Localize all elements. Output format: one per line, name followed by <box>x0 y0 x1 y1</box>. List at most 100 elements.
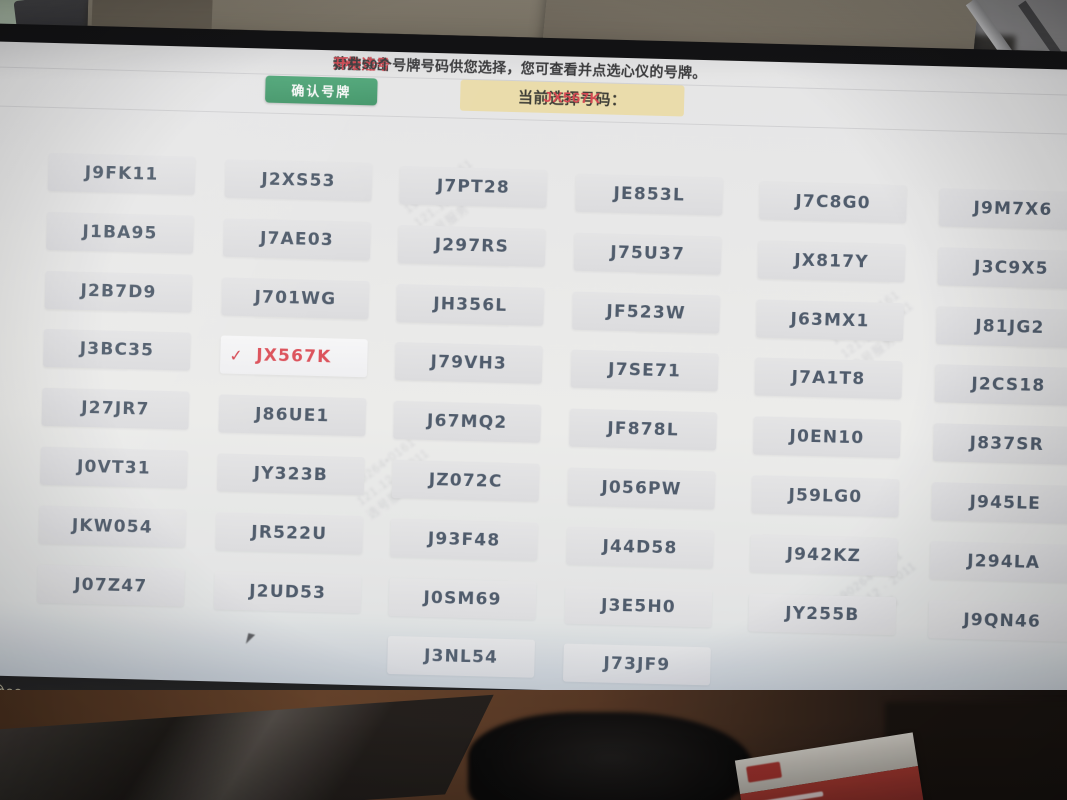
plate-number-label: J3NL54 <box>423 645 499 668</box>
plate-button-J701WG[interactable]: J701WG <box>221 277 370 320</box>
plate-button-J67MQ2[interactable]: J67MQ2 <box>393 401 542 443</box>
plate-button-JY323B[interactable]: JY323B <box>216 453 365 496</box>
plate-button-JKW054[interactable]: JKW054 <box>38 505 187 548</box>
plate-button-J1BA95[interactable]: J1BA95 <box>46 211 195 254</box>
plate-number-label: J701WG <box>254 287 337 310</box>
plate-number-label: J67MQ2 <box>426 410 508 433</box>
plate-grid: J9FK11 J1BA95 J2B7D9 J3BC35 J27JR7 J0VT31 JKW0… <box>0 41 1067 704</box>
product-box-text-line <box>753 790 824 800</box>
plate-number-label: J75U37 <box>610 242 686 265</box>
plate-button-J3E5H0[interactable]: J3E5H0 <box>564 585 713 628</box>
plate-number-label: J27JR7 <box>80 397 150 420</box>
headphones <box>468 712 753 800</box>
plate-button-JY255B[interactable]: JY255B <box>748 593 897 636</box>
plate-button-J75U37[interactable]: J75U37 <box>573 232 722 275</box>
plate-button-J294LA[interactable]: J294LA <box>929 541 1067 583</box>
plate-number-label: J9QN46 <box>963 609 1042 633</box>
plate-number-label: J7SE71 <box>607 359 682 382</box>
plate-button-J63MX1[interactable]: J63MX1 <box>756 299 904 342</box>
plate-number-label: JF878L <box>607 418 680 441</box>
plate-button-J44D58[interactable]: J44D58 <box>566 526 714 569</box>
plate-button-J7SE71[interactable]: J7SE71 <box>570 349 719 392</box>
plate-button-J9QN46[interactable]: J9QN46 <box>928 600 1067 642</box>
plate-number-label: J9M7X6 <box>973 198 1053 221</box>
plate-number-label: J86UE1 <box>254 404 330 427</box>
plate-button-JX817Y[interactable]: JX817Y <box>757 240 906 283</box>
plate-number-label: JKW054 <box>71 515 154 538</box>
plate-button-J9FK11[interactable]: J9FK11 <box>47 152 196 195</box>
plate-button-J945LE[interactable]: J945LE <box>931 482 1067 524</box>
plate-number-label: J7AE03 <box>259 228 335 251</box>
plate-button-J81JG2[interactable]: J81JG2 <box>935 306 1067 349</box>
plate-number-label: J945LE <box>969 492 1042 514</box>
plate-number-label: JZ072C <box>428 469 503 492</box>
plate-button-J2B7D9[interactable]: J2B7D9 <box>44 270 193 313</box>
plate-button-J79VH3[interactable]: J79VH3 <box>394 342 543 384</box>
plate-button-J86UE1[interactable]: J86UE1 <box>218 394 367 437</box>
plate-number-label: J63MX1 <box>790 309 870 332</box>
plate-number-label: J0SM69 <box>423 587 502 610</box>
plate-number-label: JY323B <box>253 463 329 486</box>
plate-button-J0SM69[interactable]: J0SM69 <box>388 577 537 620</box>
plate-button-JH356L[interactable]: JH356L <box>396 284 545 326</box>
plate-number-label: JF523W <box>606 301 687 324</box>
plate-button-J297RS[interactable]: J297RS <box>397 225 546 267</box>
plate-number-label: J73JF9 <box>603 653 671 676</box>
plate-number-label: J2B7D9 <box>80 280 157 303</box>
plate-button-JX567K[interactable]: JX567K <box>219 335 368 378</box>
plate-button-J59LG0[interactable]: J59LG0 <box>751 475 900 518</box>
plate-button-J7C8G0[interactable]: J7C8G0 <box>759 181 908 224</box>
plate-button-J0VT31[interactable]: J0VT31 <box>39 446 188 489</box>
plate-button-J2CS18[interactable]: J2CS18 <box>934 364 1067 407</box>
plate-button-J73JF9[interactable]: J73JF9 <box>562 643 711 686</box>
plate-button-JR522U[interactable]: JR522U <box>215 512 364 555</box>
plate-number-label: JY255B <box>784 603 860 626</box>
plate-number-label: J942KZ <box>786 544 862 567</box>
plate-button-J3BC35[interactable]: J3BC35 <box>43 328 191 371</box>
plate-number-label: J79VH3 <box>430 351 508 374</box>
plate-number-label: JX567K <box>255 345 332 368</box>
plate-button-J2XS53[interactable]: J2XS53 <box>224 159 373 202</box>
plate-button-J27JR7[interactable]: J27JR7 <box>41 387 190 430</box>
plate-button-J837SR[interactable]: J837SR <box>932 423 1067 465</box>
plate-number-label: J81JG2 <box>974 316 1045 339</box>
plate-number-label: J0VT31 <box>76 456 152 479</box>
plate-number-label: J3C9X5 <box>973 257 1049 280</box>
plate-button-JZ072C[interactable]: JZ072C <box>391 460 540 502</box>
plate-number-label: J3BC35 <box>79 338 155 361</box>
plate-number-label: JH356L <box>432 294 508 316</box>
plate-number-label: J2CS18 <box>971 374 1046 397</box>
plate-button-J9M7X6[interactable]: J9M7X6 <box>938 188 1067 231</box>
plate-number-label: J07Z47 <box>73 574 148 597</box>
plate-number-label: JE853L <box>613 183 686 206</box>
plate-button-J3C9X5[interactable]: J3C9X5 <box>937 247 1067 290</box>
plate-button-J7AE03[interactable]: J7AE03 <box>222 218 371 261</box>
plate-number-label: J3E5H0 <box>600 595 677 618</box>
plate-button-J7A1T8[interactable]: J7A1T8 <box>754 357 903 400</box>
plate-number-label: J93F48 <box>427 528 501 551</box>
plate-number-label: J294LA <box>966 551 1041 573</box>
plate-button-J07Z47[interactable]: J07Z47 <box>36 564 185 607</box>
plate-number-label: J9FK11 <box>84 162 159 185</box>
plate-number-label: J056PW <box>601 477 682 500</box>
plate-button-JE853L[interactable]: JE853L <box>575 173 724 216</box>
plate-button-J93F48[interactable]: J93F48 <box>390 518 539 561</box>
plate-button-J0EN10[interactable]: J0EN10 <box>752 416 901 459</box>
plate-number-label: J1BA95 <box>82 221 158 244</box>
plate-button-J7PT28[interactable]: J7PT28 <box>399 166 548 208</box>
plate-button-J3NL54[interactable]: J3NL54 <box>387 635 536 678</box>
plate-number-label: JR522U <box>251 522 328 545</box>
plate-button-J056PW[interactable]: J056PW <box>567 467 716 510</box>
plate-button-JF523W[interactable]: JF523W <box>572 291 721 334</box>
plate-number-label: J59LG0 <box>788 485 863 508</box>
plate-number-label: J2XS53 <box>261 169 336 192</box>
plate-number-label: JX817Y <box>794 250 870 273</box>
plate-number-label: J837SR <box>969 433 1045 456</box>
plate-button-J942KZ[interactable]: J942KZ <box>749 534 898 577</box>
plate-number-label: J2UD53 <box>248 581 327 604</box>
plate-button-JF878L[interactable]: JF878L <box>569 408 718 451</box>
plate-number-label: J0EN10 <box>789 426 865 449</box>
plate-button-J2UD53[interactable]: J2UD53 <box>213 571 362 614</box>
plate-number-label: J44D58 <box>602 536 678 559</box>
